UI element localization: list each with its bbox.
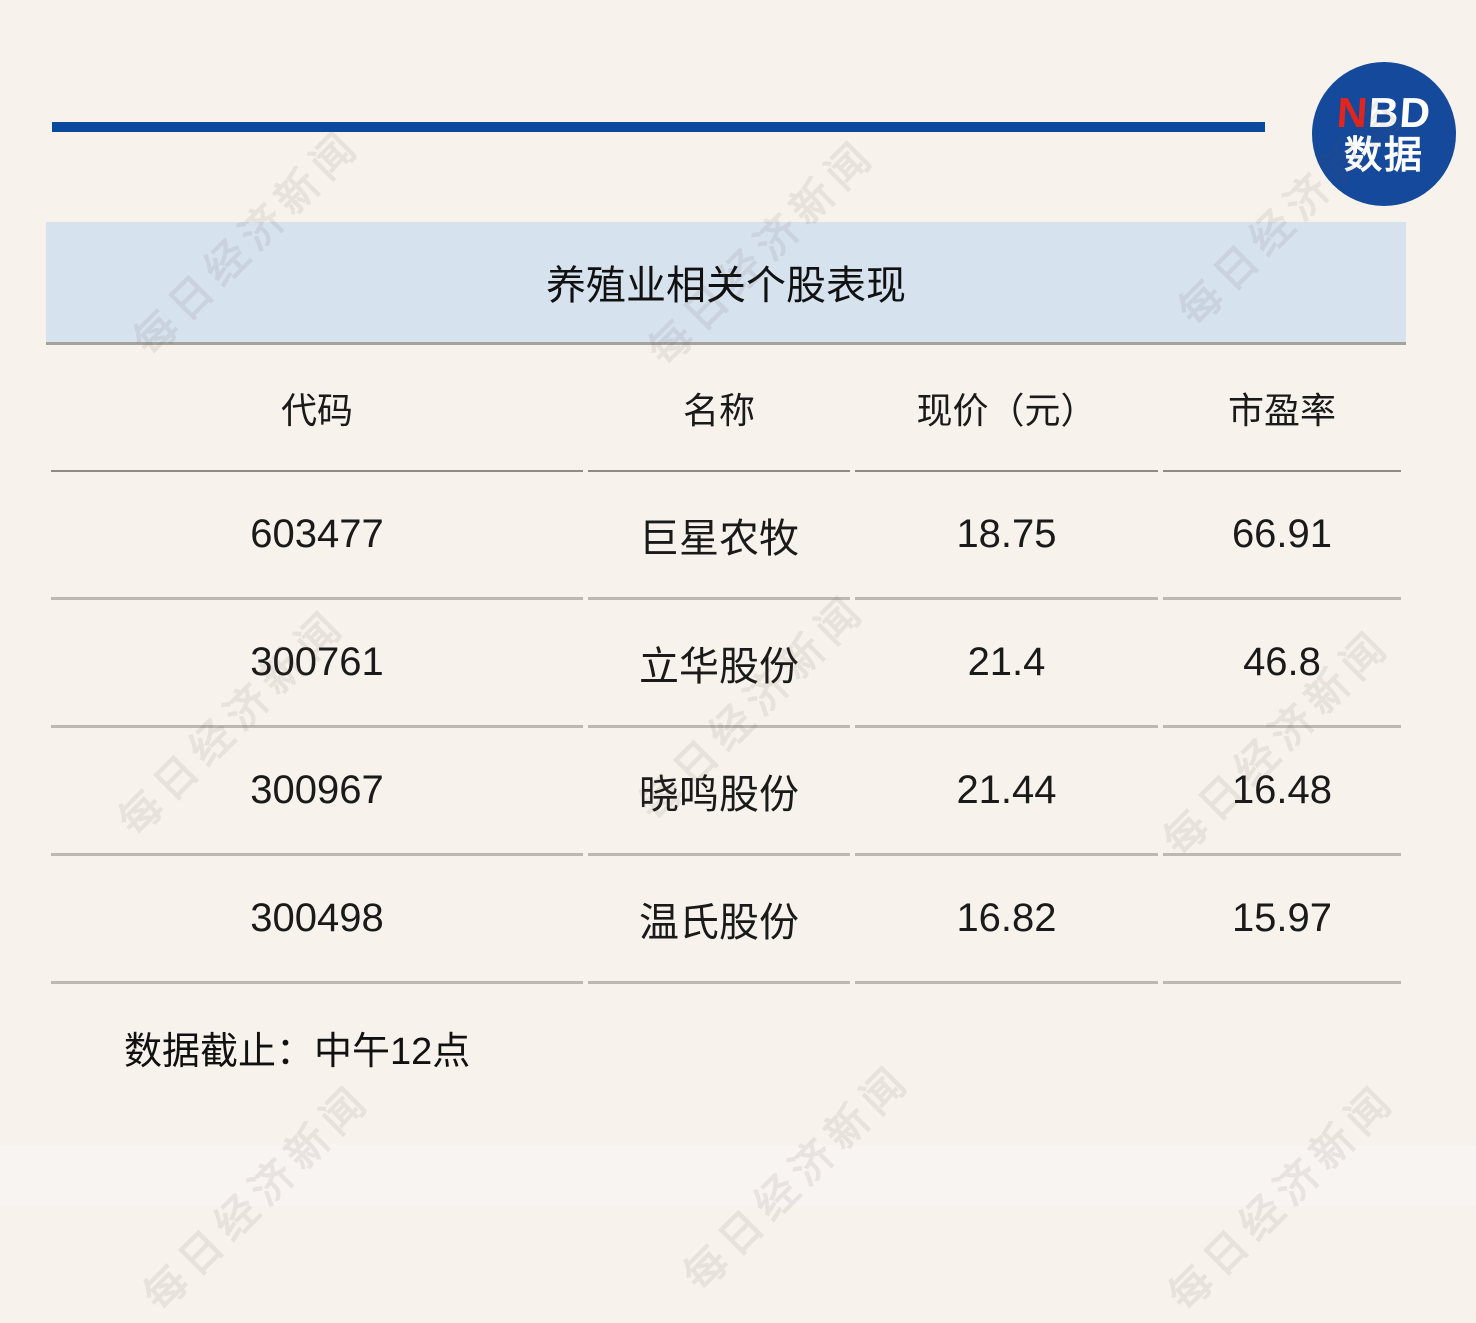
column-header-pe: 市盈率 [1163,345,1401,472]
cell-code: 603477 [51,472,583,600]
nbd-logo-letters-bd: BD [1366,89,1433,136]
cell-code: 300498 [51,856,583,984]
nbd-logo-letter-n: N [1335,89,1371,136]
cell-name: 立华股份 [588,600,850,728]
column-header-price: 现价（元） [855,345,1158,472]
brand-divider-line [52,122,1265,132]
column-header-code: 代码 [51,345,583,472]
bottom-tint-strip [0,1145,1476,1206]
cell-pe: 15.97 [1163,856,1401,984]
table-header-row: 代码 名称 现价（元） 市盈率 [51,345,1401,472]
cell-code: 300967 [51,728,583,856]
column-header-name: 名称 [588,345,850,472]
cell-price: 21.44 [855,728,1158,856]
table-row: 300761 立华股份 21.4 46.8 [51,600,1401,728]
cell-name: 温氏股份 [588,856,850,984]
table-title: 养殖业相关个股表现 [546,264,906,308]
cell-pe: 46.8 [1163,600,1401,728]
nbd-logo-wordmark: NBD [1335,89,1433,136]
data-cutoff-note: 数据截止：中午12点 [124,1031,471,1073]
cell-price: 18.75 [855,472,1158,600]
cell-pe: 16.48 [1163,728,1401,856]
nbd-logo: NBD 数据 [1312,62,1456,206]
table-row: 300498 温氏股份 16.82 15.97 [51,856,1401,984]
stock-table: 代码 名称 现价（元） 市盈率 603477 巨星农牧 18.75 66.91 … [46,345,1406,984]
cell-price: 16.82 [855,856,1158,984]
nbd-logo-subtext: 数据 [1343,135,1424,178]
cell-name: 晓鸣股份 [588,728,850,856]
table-row: 300967 晓鸣股份 21.44 16.48 [51,728,1401,856]
cell-code: 300761 [51,600,583,728]
cell-pe: 66.91 [1163,472,1401,600]
cell-name: 巨星农牧 [588,472,850,600]
table-row: 603477 巨星农牧 18.75 66.91 [51,472,1401,600]
cell-price: 21.4 [855,600,1158,728]
infographic-page: NBD 数据 养殖业相关个股表现 代码 名称 现价（元） 市盈率 603477 … [0,62,1476,1320]
table-title-bar: 养殖业相关个股表现 [46,222,1406,345]
